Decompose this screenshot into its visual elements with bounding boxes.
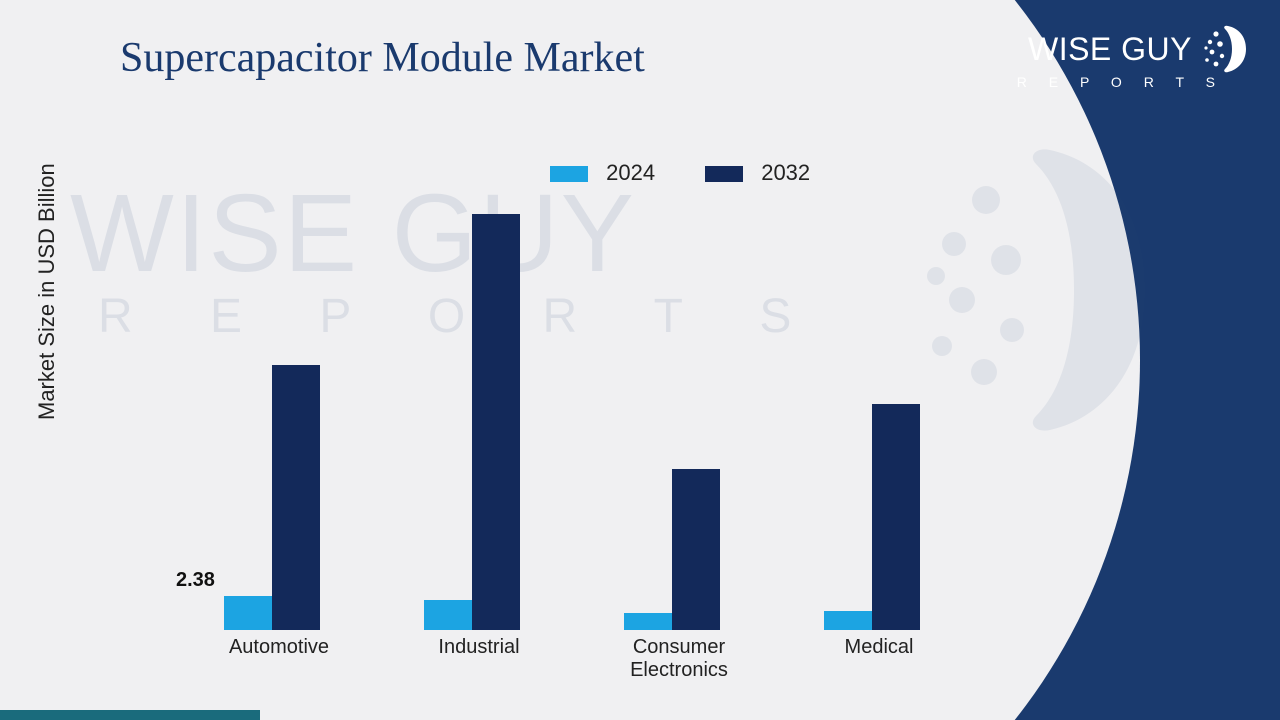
brand-logo: WISE GUY R E P O R T S [1017, 22, 1252, 90]
plot-area: AutomotiveIndustrialConsumer Electronics… [144, 200, 944, 630]
brand-line2: R E P O R T S [1017, 74, 1252, 90]
bar-2032 [472, 214, 520, 630]
legend-swatch-2032 [705, 166, 743, 182]
chart-area: 2024 2032 Market Size in USD Billion Aut… [60, 160, 960, 690]
bar-2024 [224, 596, 272, 630]
bar-2032 [872, 404, 920, 630]
category-label: Industrial [389, 636, 569, 659]
brand-line1-row: WISE GUY [1017, 22, 1252, 76]
brand-line1: WISE GUY [1028, 31, 1192, 68]
bar-2032 [672, 469, 720, 630]
bar-2024 [624, 613, 672, 630]
legend-swatch-2024 [550, 166, 588, 182]
bar-2024 [824, 611, 872, 630]
legend-item-2032: 2032 [705, 160, 810, 186]
legend-label-2024: 2024 [606, 160, 655, 185]
category-label: Consumer Electronics [589, 636, 769, 682]
category-label: Medical [789, 636, 969, 659]
y-axis-label: Market Size in USD Billion [34, 163, 60, 420]
chart-title: Supercapacitor Module Market [120, 34, 645, 82]
brand-head-icon [1198, 22, 1252, 76]
legend-label-2032: 2032 [761, 160, 810, 185]
category-label: Automotive [189, 636, 369, 659]
legend-item-2024: 2024 [550, 160, 655, 186]
bar-2032 [272, 365, 320, 630]
bar-2024 [424, 600, 472, 630]
page: WISE GUY R E P O R T S Supercapacitor Mo… [0, 0, 1280, 720]
legend: 2024 2032 [550, 160, 810, 186]
value-label: 2.38 [176, 569, 215, 592]
accent-strip [0, 710, 260, 720]
